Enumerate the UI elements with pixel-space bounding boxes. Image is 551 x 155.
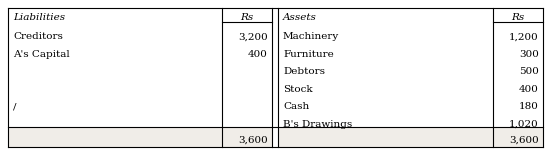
Text: Machinery: Machinery — [283, 32, 339, 41]
Bar — [278, 127, 543, 147]
Text: 180: 180 — [519, 102, 539, 111]
Text: /: / — [13, 102, 17, 111]
Text: 1,020: 1,020 — [509, 120, 539, 129]
Text: Rs: Rs — [240, 13, 253, 22]
Text: 400: 400 — [519, 85, 539, 94]
Text: 1,200: 1,200 — [509, 32, 539, 41]
Text: Creditors: Creditors — [13, 32, 63, 41]
Text: 3,600: 3,600 — [238, 135, 268, 144]
Text: 3,200: 3,200 — [238, 32, 268, 41]
Text: 400: 400 — [248, 50, 268, 59]
Text: Cash: Cash — [283, 102, 309, 111]
Text: Debtors: Debtors — [283, 67, 325, 76]
Text: Rs: Rs — [511, 13, 525, 22]
Text: 300: 300 — [519, 50, 539, 59]
Text: B's Drawings: B's Drawings — [283, 120, 352, 129]
Text: 3,600: 3,600 — [509, 135, 539, 144]
Bar — [8, 127, 272, 147]
Text: 500: 500 — [519, 67, 539, 76]
Text: Furniture: Furniture — [283, 50, 334, 59]
Text: A's Capital: A's Capital — [13, 50, 70, 59]
Text: Liabilities: Liabilities — [13, 13, 65, 22]
Text: Assets: Assets — [283, 13, 317, 22]
Text: Stock: Stock — [283, 85, 312, 94]
